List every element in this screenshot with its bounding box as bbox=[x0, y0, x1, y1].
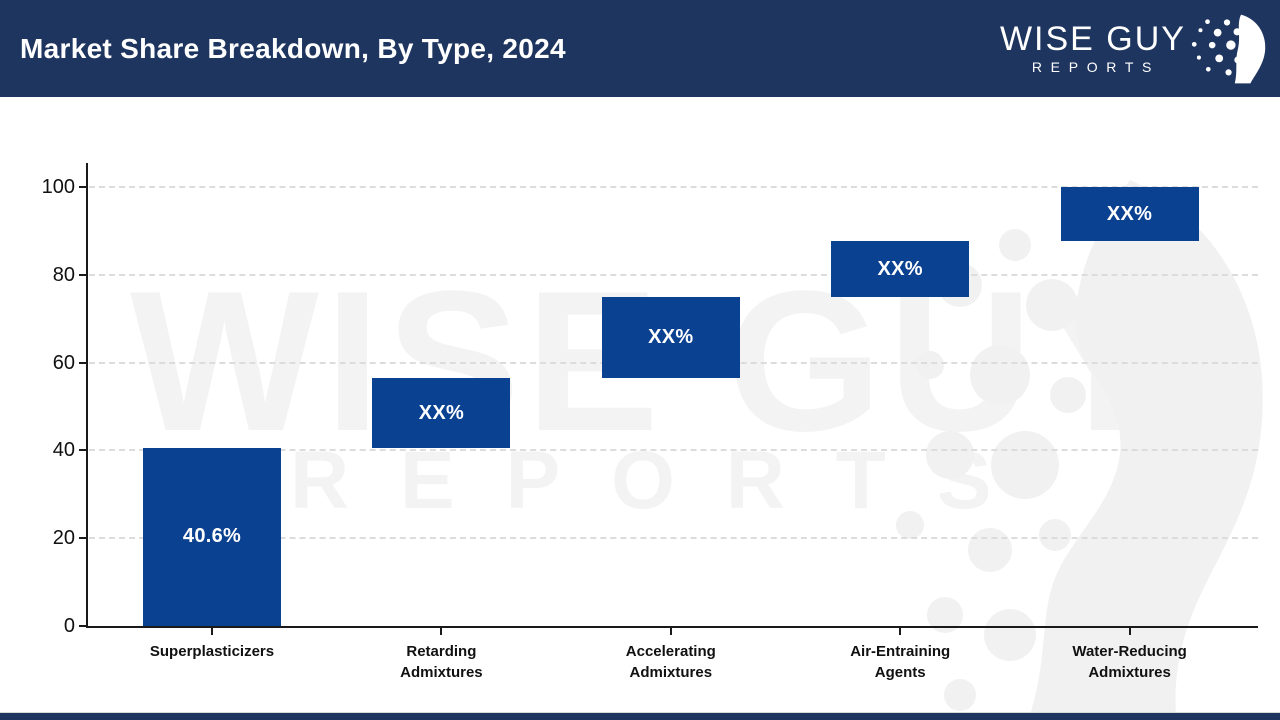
header: Market Share Breakdown, By Type, 2024 WI… bbox=[0, 0, 1280, 97]
y-axis-tick-mark bbox=[79, 186, 87, 188]
y-axis-tick-mark bbox=[79, 625, 87, 627]
bar-value-label: XX% bbox=[418, 401, 465, 424]
y-axis-tick-label: 80 bbox=[52, 263, 75, 286]
logo-wiseguy-text: WISE GUY bbox=[999, 20, 1186, 58]
gridline-20 bbox=[89, 537, 1258, 540]
gridline-80 bbox=[89, 273, 1258, 276]
bar-segment: XX% bbox=[372, 378, 511, 448]
category-label: Water-Reducing Admixtures bbox=[1072, 643, 1187, 681]
y-axis-tick-label: 20 bbox=[52, 527, 75, 550]
bar-value-label: XX% bbox=[1106, 202, 1153, 225]
logo-text: WISE GUY REPORTS bbox=[1000, 22, 1186, 75]
x-axis-tick-mark bbox=[1128, 628, 1131, 635]
y-axis-tick-label: 60 bbox=[52, 351, 75, 374]
y-axis-tick-mark bbox=[79, 361, 87, 364]
x-axis-line bbox=[86, 626, 1258, 628]
x-axis-tick-mark bbox=[669, 628, 672, 635]
bar-value-label: XX% bbox=[648, 326, 694, 349]
y-axis-tick-mark bbox=[79, 449, 87, 452]
category-label: Retarding Admixtures bbox=[400, 643, 483, 681]
y-axis-tick-mark bbox=[79, 273, 87, 276]
x-axis-tick-mark bbox=[440, 628, 443, 635]
bar-segment: XX% bbox=[601, 296, 740, 379]
wise-guy-logo: WISE GUY REPORTS bbox=[1000, 8, 1266, 90]
category-label: Air-Entraining Agents bbox=[850, 643, 951, 681]
category-label: Superplasticizers bbox=[149, 643, 275, 660]
y-axis-line bbox=[86, 163, 88, 628]
bar-segment: 40.6% bbox=[143, 447, 281, 626]
page-title: Market Share Breakdown, By Type, 2024 bbox=[20, 32, 566, 64]
y-axis-tick-label: 0 bbox=[63, 615, 75, 637]
logo-reports-text: REPORTS bbox=[1031, 59, 1161, 75]
y-axis-tick-mark bbox=[79, 537, 87, 540]
bar-value-label: 40.6% bbox=[182, 525, 242, 548]
category-label: Accelerating Admixtures bbox=[625, 643, 716, 681]
gridline-100 bbox=[89, 186, 1258, 188]
wise-guy-head-icon bbox=[1191, 14, 1266, 83]
bar-value-label: XX% bbox=[877, 257, 923, 280]
bar-segment: XX% bbox=[831, 241, 970, 297]
y-axis-tick-label: 40 bbox=[52, 439, 75, 462]
bar-segment: XX% bbox=[1060, 187, 1199, 242]
footer-bar bbox=[0, 712, 1280, 720]
y-axis-tick-label: 100 bbox=[41, 176, 75, 198]
x-axis-tick-mark bbox=[899, 628, 902, 635]
gridline-40 bbox=[89, 449, 1258, 452]
x-axis-tick-mark bbox=[211, 628, 213, 635]
